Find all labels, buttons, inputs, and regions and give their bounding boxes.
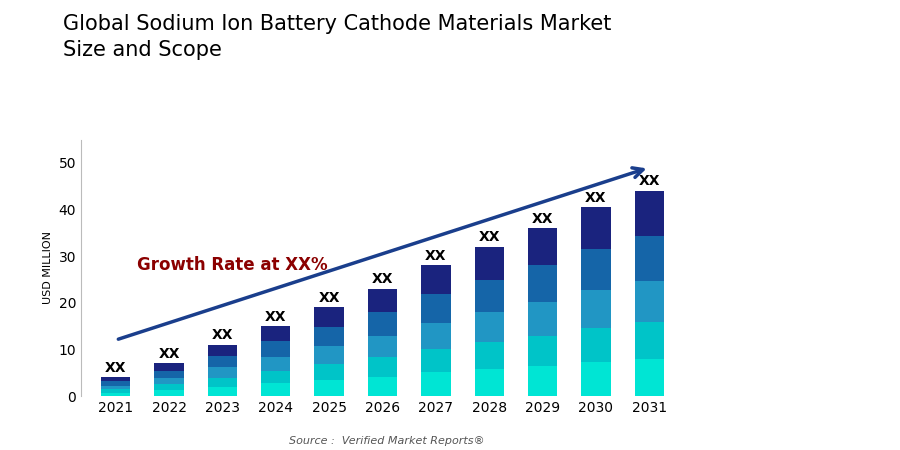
Bar <box>155 363 184 370</box>
Text: Growth Rate at XX%: Growth Rate at XX% <box>137 256 328 274</box>
Bar <box>314 327 344 346</box>
Bar <box>368 312 397 336</box>
Bar <box>155 370 184 378</box>
Bar <box>101 393 130 396</box>
Text: XX: XX <box>479 230 500 244</box>
Text: XX: XX <box>265 310 286 324</box>
Bar <box>528 265 557 302</box>
Bar <box>208 367 237 378</box>
Bar <box>421 266 451 294</box>
Bar <box>155 390 184 396</box>
Text: XX: XX <box>372 272 393 286</box>
Text: Global Sodium Ion Battery Cathode Materials Market
Size and Scope: Global Sodium Ion Battery Cathode Materi… <box>63 14 611 60</box>
Bar <box>581 249 610 290</box>
Bar <box>421 373 451 396</box>
Bar <box>581 328 610 362</box>
Bar <box>101 378 130 382</box>
Bar <box>421 323 451 349</box>
Bar <box>368 377 397 396</box>
Bar <box>634 359 664 396</box>
Bar <box>634 236 664 281</box>
Bar <box>261 357 291 371</box>
Bar <box>634 322 664 359</box>
Bar <box>101 386 130 389</box>
Text: Source :  Verified Market Reports®: Source : Verified Market Reports® <box>289 436 485 446</box>
Y-axis label: USD MILLION: USD MILLION <box>43 231 53 304</box>
Bar <box>421 294 451 323</box>
Bar <box>474 369 504 396</box>
Bar <box>314 364 344 380</box>
Bar <box>581 207 610 249</box>
Bar <box>528 336 557 366</box>
Bar <box>528 228 557 265</box>
Bar <box>474 279 504 312</box>
Bar <box>155 378 184 384</box>
Bar <box>261 383 291 396</box>
Bar <box>208 378 237 387</box>
Bar <box>101 382 130 386</box>
Bar <box>528 366 557 396</box>
Bar <box>155 384 184 390</box>
Bar <box>421 349 451 373</box>
Text: XX: XX <box>105 361 126 375</box>
Text: XX: XX <box>212 328 233 342</box>
Bar <box>261 371 291 383</box>
Bar <box>261 326 291 342</box>
Bar <box>101 389 130 393</box>
Bar <box>368 357 397 377</box>
Bar <box>261 342 291 357</box>
Bar <box>208 387 237 396</box>
Bar <box>528 302 557 336</box>
Bar <box>208 345 237 356</box>
Bar <box>314 380 344 396</box>
Bar <box>314 346 344 364</box>
Text: XX: XX <box>639 175 660 189</box>
Bar <box>368 289 397 312</box>
Bar <box>581 290 610 328</box>
Bar <box>474 312 504 342</box>
Text: XX: XX <box>158 347 180 361</box>
Text: XX: XX <box>585 191 607 205</box>
Bar <box>368 336 397 357</box>
Bar <box>634 191 664 236</box>
Text: XX: XX <box>532 212 554 226</box>
Bar <box>634 281 664 322</box>
Bar <box>581 362 610 396</box>
Bar <box>474 342 504 369</box>
Bar <box>314 307 344 327</box>
Bar <box>208 356 237 367</box>
Bar <box>474 247 504 279</box>
Text: XX: XX <box>319 291 340 305</box>
Text: XX: XX <box>425 249 446 263</box>
